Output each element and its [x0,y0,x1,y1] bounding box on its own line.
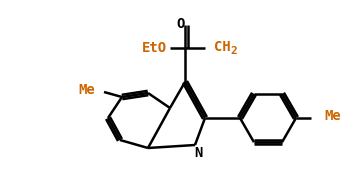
Text: 2: 2 [230,46,237,56]
Text: O: O [177,17,185,31]
Text: N: N [194,146,202,160]
Text: CH: CH [214,40,231,54]
Text: EtO: EtO [142,41,167,55]
Text: Me: Me [79,83,95,97]
Text: Me: Me [324,109,341,123]
